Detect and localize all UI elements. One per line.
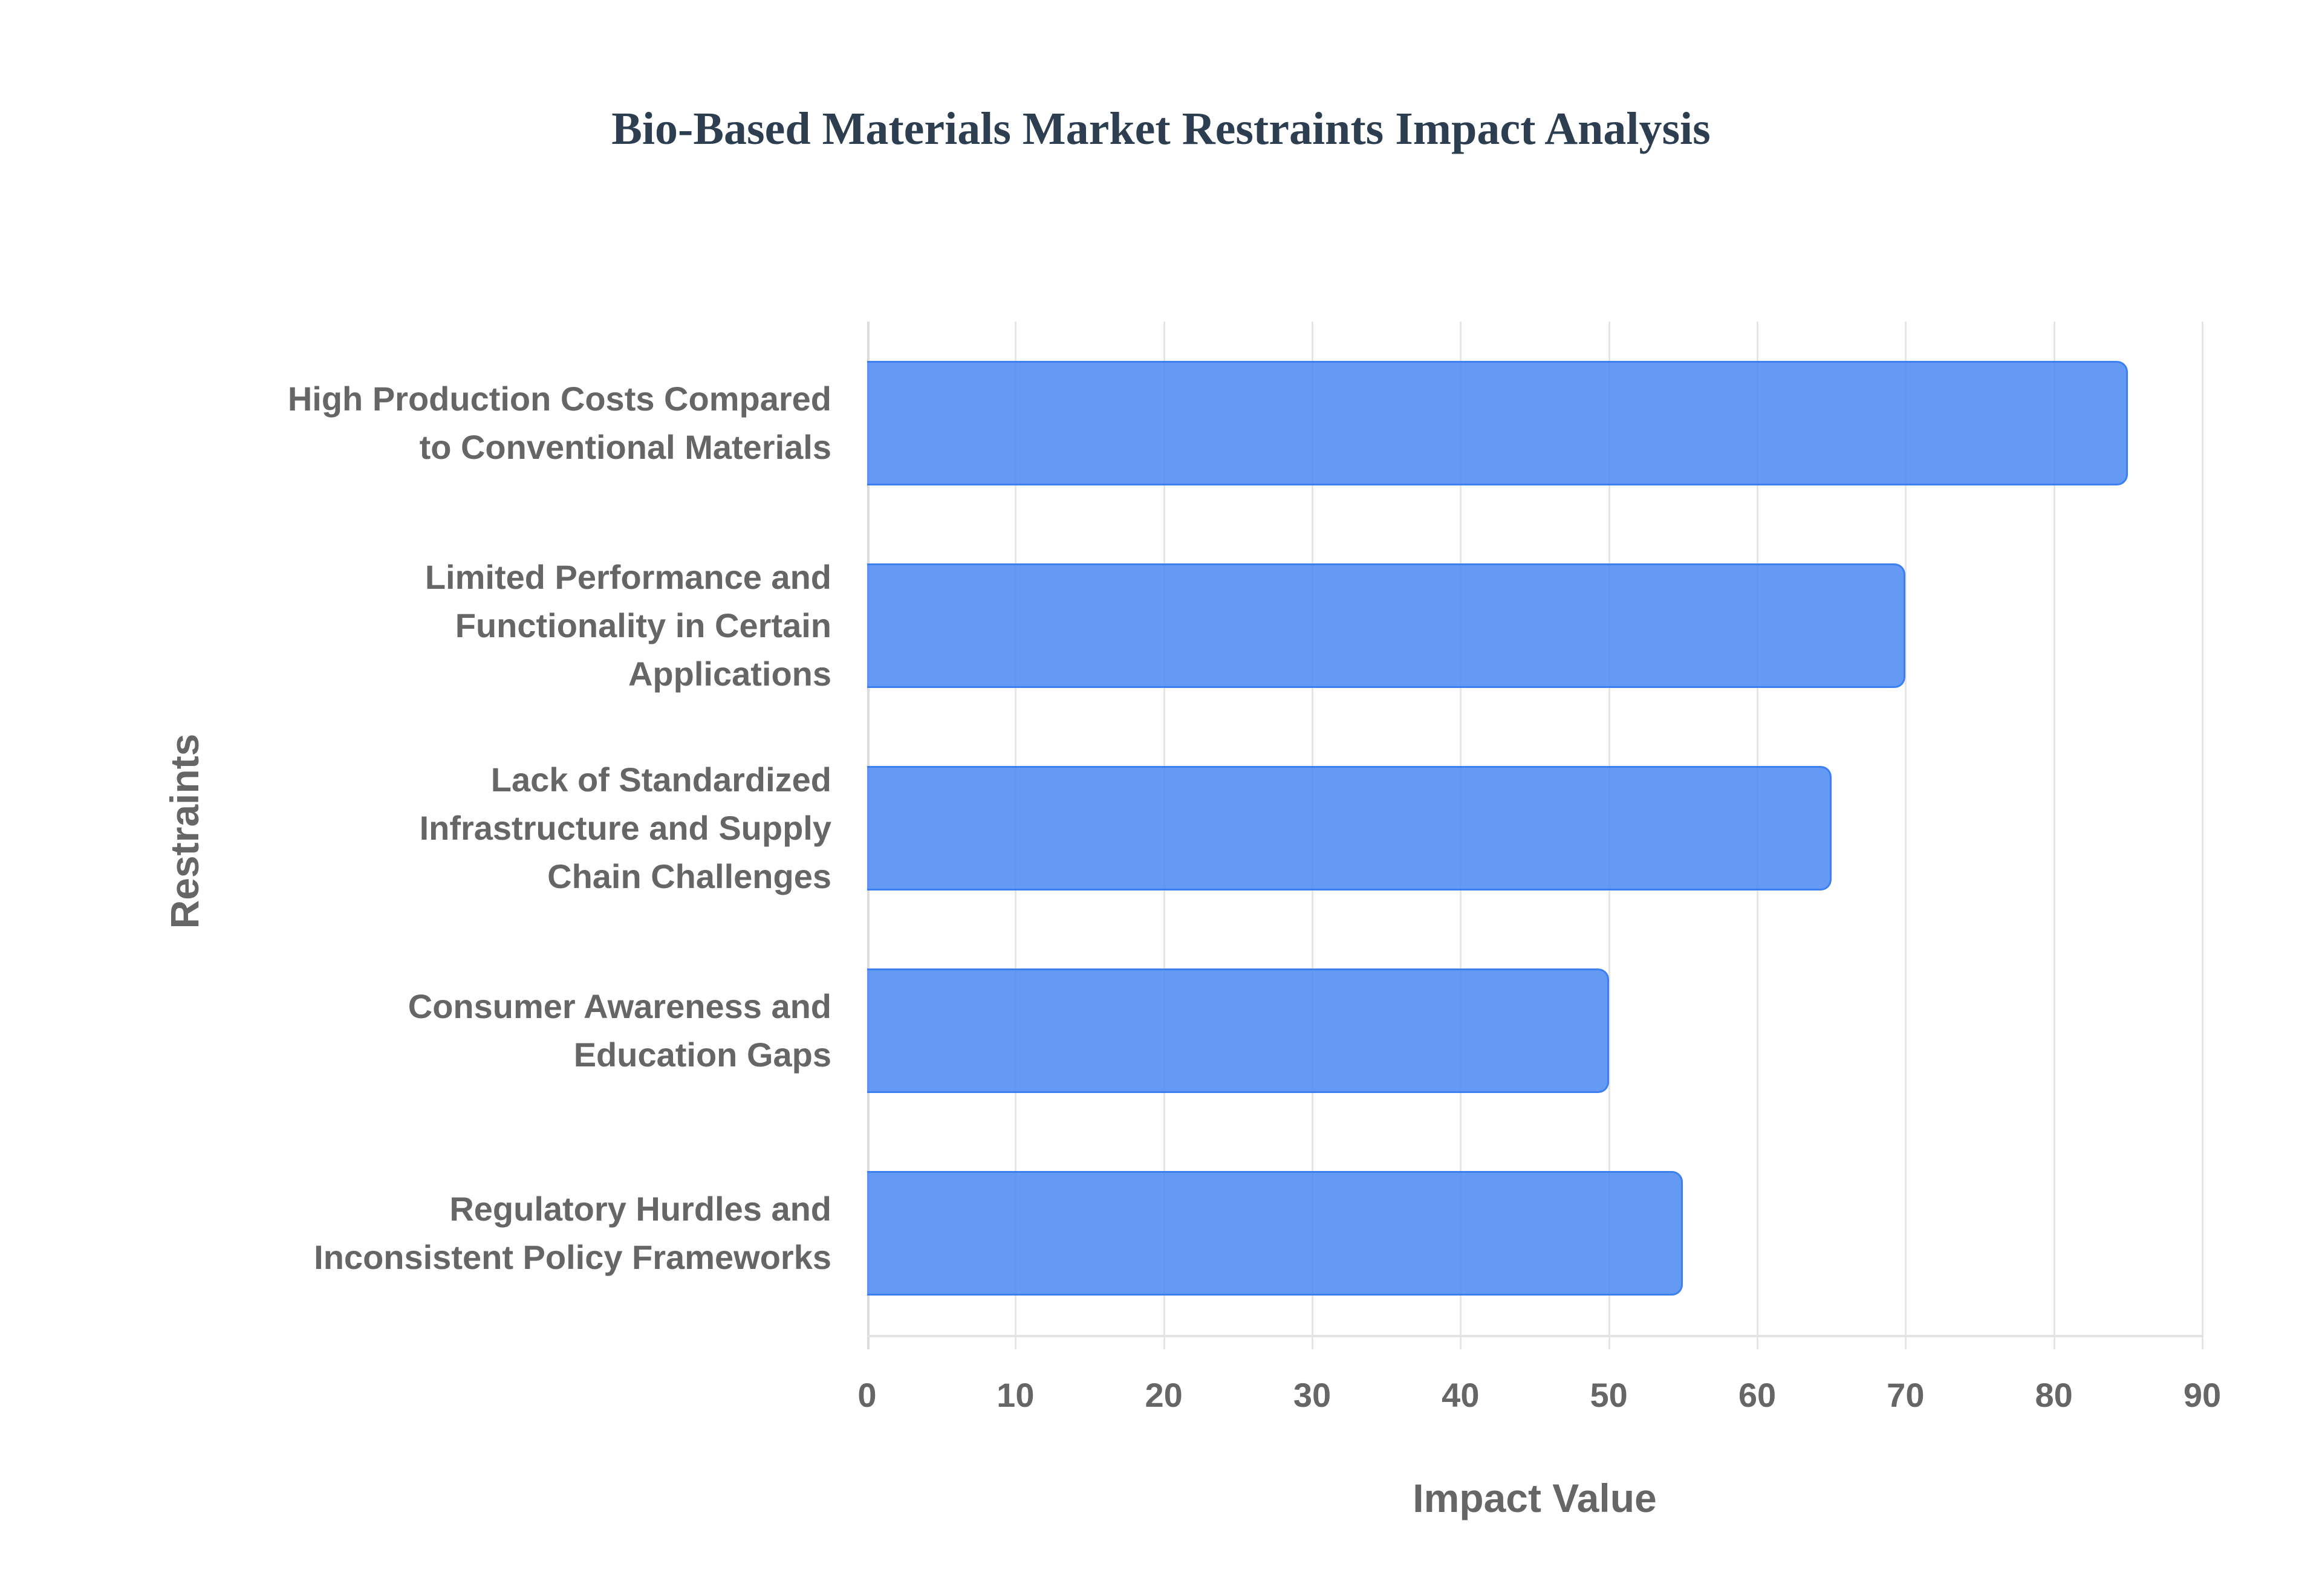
category-label-line: Inconsistent Policy Frameworks xyxy=(314,1238,831,1277)
chart-title: Bio-Based Materials Market Restraints Im… xyxy=(611,103,1711,154)
gridline xyxy=(2053,322,2055,1349)
category-label-line: Functionality in Certain xyxy=(455,606,831,644)
x-tick-label: 50 xyxy=(1590,1376,1628,1414)
x-axis-line xyxy=(867,1335,2203,1337)
x-tick-label: 10 xyxy=(997,1376,1035,1414)
x-axis-label: Impact Value xyxy=(1413,1476,1657,1520)
category-label: Lack of Standardized Infrastructure and S… xyxy=(166,727,831,929)
category-label-line: High Production Costs Compared xyxy=(287,379,831,418)
bar[interactable] xyxy=(867,968,1609,1094)
x-tick-label: 80 xyxy=(2035,1376,2073,1414)
category-label-line: Chain Challenges xyxy=(547,857,831,895)
bar[interactable] xyxy=(867,1171,1683,1296)
x-tick-label: 20 xyxy=(1145,1376,1183,1414)
plot-area xyxy=(867,322,2203,1349)
x-tick-label: 90 xyxy=(2183,1376,2222,1414)
x-tick-label: 0 xyxy=(857,1376,877,1414)
bar[interactable] xyxy=(867,563,1906,688)
category-label-line: Education Gaps xyxy=(573,1036,831,1074)
x-tick-label: 70 xyxy=(1887,1376,1925,1414)
x-tick-label: 40 xyxy=(1442,1376,1480,1414)
category-label-line: Lack of Standardized xyxy=(490,760,831,799)
category-label-line: Consumer Awareness and xyxy=(408,987,831,1026)
category-label-line: to Conventional Materials xyxy=(419,427,831,466)
category-label: Limited Performance and Functionality in … xyxy=(166,524,831,727)
x-tick-label: 30 xyxy=(1293,1376,1332,1414)
category-label-line: Applications xyxy=(628,654,831,693)
category-label-line: Limited Performance and xyxy=(424,557,831,596)
bar[interactable] xyxy=(867,766,1832,890)
x-tick-label: 60 xyxy=(1738,1376,1777,1414)
gridline xyxy=(2202,322,2203,1349)
category-label-line: Infrastructure and Supply xyxy=(419,808,831,847)
category-label: Regulatory Hurdles and Inconsistent Polic… xyxy=(166,1132,831,1335)
category-label-line: Regulatory Hurdles and xyxy=(449,1190,831,1228)
category-label: Consumer Awareness and Education Gaps xyxy=(166,930,831,1132)
category-label: High Production Costs Compared to Convent… xyxy=(166,322,831,524)
bar[interactable] xyxy=(867,360,2128,485)
gridline xyxy=(1905,322,1907,1349)
